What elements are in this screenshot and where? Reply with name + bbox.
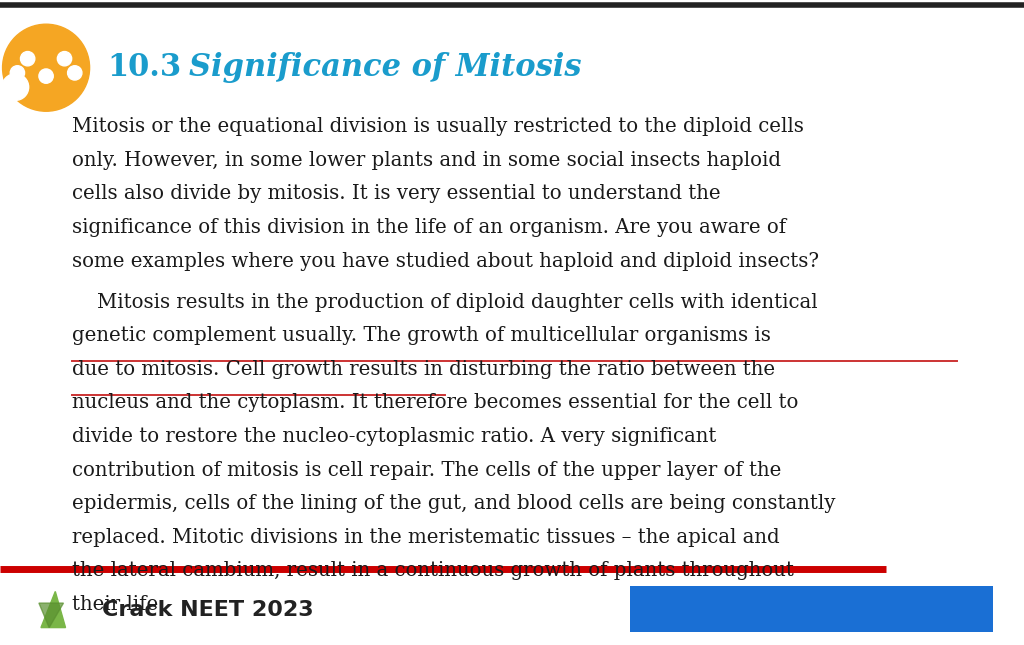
Text: the lateral cambium, result in a continuous growth of plants throughout: the lateral cambium, result in a continu… xyxy=(72,561,794,580)
Text: some examples where you have studied about haploid and diploid insects?: some examples where you have studied abo… xyxy=(72,252,818,270)
FancyBboxPatch shape xyxy=(630,586,993,632)
Polygon shape xyxy=(39,603,63,628)
Text: Mitosis or the equational division is usually restricted to the diploid cells: Mitosis or the equational division is us… xyxy=(72,117,804,136)
Ellipse shape xyxy=(68,66,82,80)
Ellipse shape xyxy=(57,52,72,66)
Text: replaced. Mitotic divisions in the meristematic tissues – the apical and: replaced. Mitotic divisions in the meris… xyxy=(72,528,779,546)
Ellipse shape xyxy=(2,74,29,101)
Ellipse shape xyxy=(39,69,53,83)
Text: epidermis, cells of the lining of the gut, and blood cells are being constantly: epidermis, cells of the lining of the gu… xyxy=(72,494,836,513)
Ellipse shape xyxy=(20,52,35,66)
Text: nucleus and the cytoplasm. It therefore becomes essential for the cell to: nucleus and the cytoplasm. It therefore … xyxy=(72,393,798,412)
Text: only. However, in some lower plants and in some social insects haploid: only. However, in some lower plants and … xyxy=(72,151,780,170)
Text: divide to restore the nucleo-cytoplasmic ratio. A very significant: divide to restore the nucleo-cytoplasmic… xyxy=(72,427,716,446)
Text: Significance of Mitosis: Significance of Mitosis xyxy=(189,52,582,83)
Text: genetic complement usually. The growth of multicellular organisms is: genetic complement usually. The growth o… xyxy=(72,326,770,345)
Text: Crack NEET 2023: Crack NEET 2023 xyxy=(102,599,314,620)
Ellipse shape xyxy=(10,66,25,80)
Ellipse shape xyxy=(2,25,90,111)
Text: due to mitosis. Cell growth results in disturbing the ratio between the: due to mitosis. Cell growth results in d… xyxy=(72,360,775,379)
Text: Mitosis results in the production of diploid daughter cells with identical: Mitosis results in the production of dip… xyxy=(72,293,817,312)
Text: cells also divide by mitosis. It is very essential to understand the: cells also divide by mitosis. It is very… xyxy=(72,184,720,203)
Text: contribution of mitosis is cell repair. The cells of the upper layer of the: contribution of mitosis is cell repair. … xyxy=(72,461,781,479)
Text: significance of this division in the life of an organism. Are you aware of: significance of this division in the lif… xyxy=(72,218,785,237)
Text: 10.3: 10.3 xyxy=(108,52,182,83)
Text: their life.: their life. xyxy=(72,595,164,613)
Polygon shape xyxy=(41,591,66,628)
